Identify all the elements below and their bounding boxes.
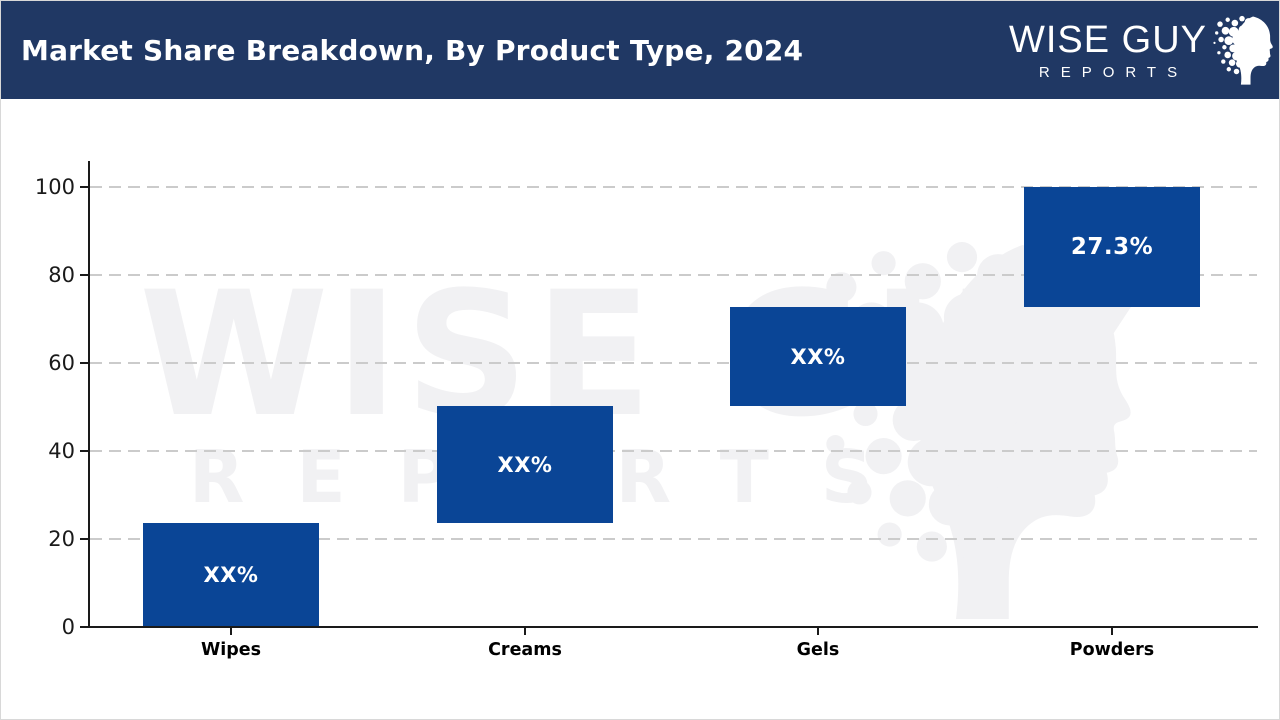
x-axis-spine <box>88 626 1258 628</box>
y-tick-label-40: 40 <box>48 439 75 463</box>
y-tick-80 <box>80 274 88 276</box>
x-tick-gels <box>817 628 819 635</box>
y-tick-label-0: 0 <box>61 615 75 639</box>
x-label-creams: Creams <box>488 640 562 660</box>
y-tick-60 <box>80 362 88 364</box>
bar-creams: XX% <box>437 406 613 524</box>
x-tick-powders <box>1111 628 1113 635</box>
page-title: Market Share Breakdown, By Product Type,… <box>21 33 804 67</box>
y-axis-spine <box>88 161 90 628</box>
x-label-gels: Gels <box>796 640 840 660</box>
bar-powders: 27.3% <box>1024 187 1200 308</box>
y-tick-label-60: 60 <box>48 351 75 375</box>
bar-value-label-wipes: XX% <box>203 563 259 588</box>
y-tick-label-80: 80 <box>48 263 75 287</box>
y-tick-100 <box>80 186 88 188</box>
x-tick-wipes <box>230 628 232 635</box>
y-tick-0 <box>80 626 88 628</box>
gridline-y20 <box>90 538 1257 540</box>
logo-subtext: REPORTS <box>1038 63 1189 81</box>
gridline-y60 <box>90 362 1257 364</box>
bar-value-label-powders: 27.3% <box>1070 234 1154 261</box>
brand-logo: WISE GUY REPORTS <box>1009 7 1279 93</box>
gridline-y100 <box>90 186 1257 188</box>
logo-head-icon <box>1213 15 1273 85</box>
y-tick-label-100: 100 <box>34 175 75 199</box>
x-label-wipes: Wipes <box>200 640 262 660</box>
bar-value-label-creams: XX% <box>497 452 553 477</box>
bar-wipes: XX% <box>143 523 319 627</box>
y-tick-label-20: 20 <box>48 527 75 551</box>
x-tick-creams <box>524 628 526 635</box>
logo-wordmark: WISE GUY <box>1008 18 1207 61</box>
header: Market Share Breakdown, By Product Type,… <box>1 1 1279 99</box>
brand-logo-text: WISE GUY REPORTS <box>1009 21 1207 80</box>
gridline-y80 <box>90 274 1257 276</box>
bar-value-label-gels: XX% <box>790 344 846 369</box>
y-tick-20 <box>80 538 88 540</box>
y-tick-40 <box>80 450 88 452</box>
bar-gels: XX% <box>730 307 906 407</box>
gridline-y40 <box>90 450 1257 452</box>
x-label-powders: Powders <box>1069 640 1155 660</box>
